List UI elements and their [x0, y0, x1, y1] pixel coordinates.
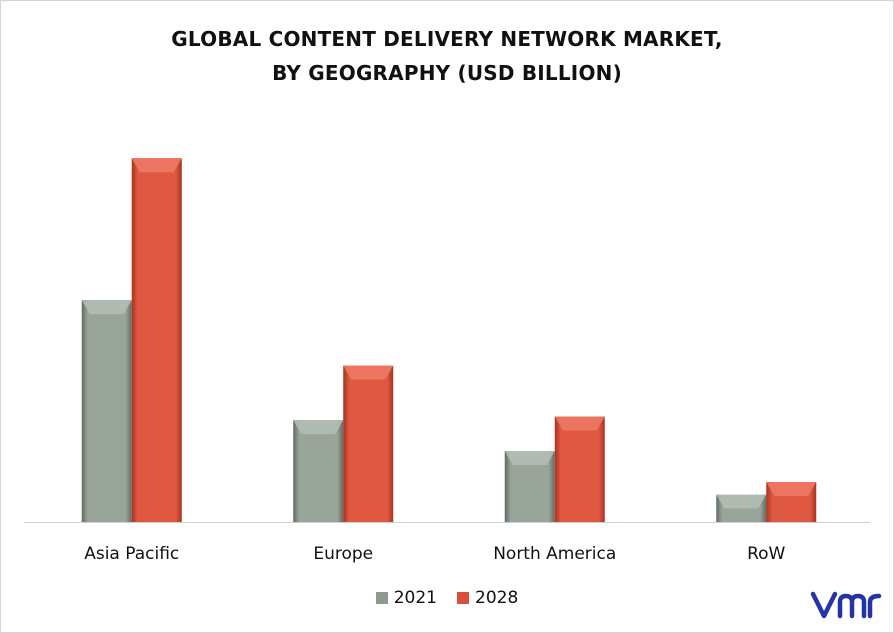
legend-item-2028: 2028	[457, 588, 518, 608]
legend-swatch-2028	[457, 592, 469, 604]
vmr-logo-icon	[810, 591, 882, 619]
chart-title: GLOBAL CONTENT DELIVERY NETWORK MARKET, …	[0, 22, 894, 90]
bar-row-2028	[766, 481, 817, 522]
bar-north-america-2028	[554, 416, 605, 522]
legend-label-2028: 2028	[475, 588, 519, 608]
x-tick-label-north-america: North America	[493, 544, 616, 564]
bar-north-america-2021	[504, 451, 555, 522]
bar-europe-2021	[293, 420, 344, 522]
legend-item-2021: 2021	[375, 588, 437, 608]
bar-asia-pacific-2021	[81, 300, 132, 522]
chart-title-line-1: GLOBAL CONTENT DELIVERY NETWORK MARKET,	[171, 27, 723, 51]
bar-row-2021	[716, 494, 767, 522]
legend: 2021 2028	[0, 588, 894, 608]
bar-europe-2028	[343, 365, 394, 522]
x-tick-label-asia-pacific: Asia Pacific	[84, 544, 179, 564]
chart-title-line-2: BY GEOGRAPHY (USD BILLION)	[272, 61, 622, 85]
x-tick-label-europe: Europe	[313, 544, 373, 564]
x-tick-label-row: RoW	[747, 544, 785, 564]
legend-swatch-2021	[375, 592, 388, 604]
legend-label-2021: 2021	[393, 588, 437, 608]
bar-asia-pacific-2028	[131, 158, 182, 522]
